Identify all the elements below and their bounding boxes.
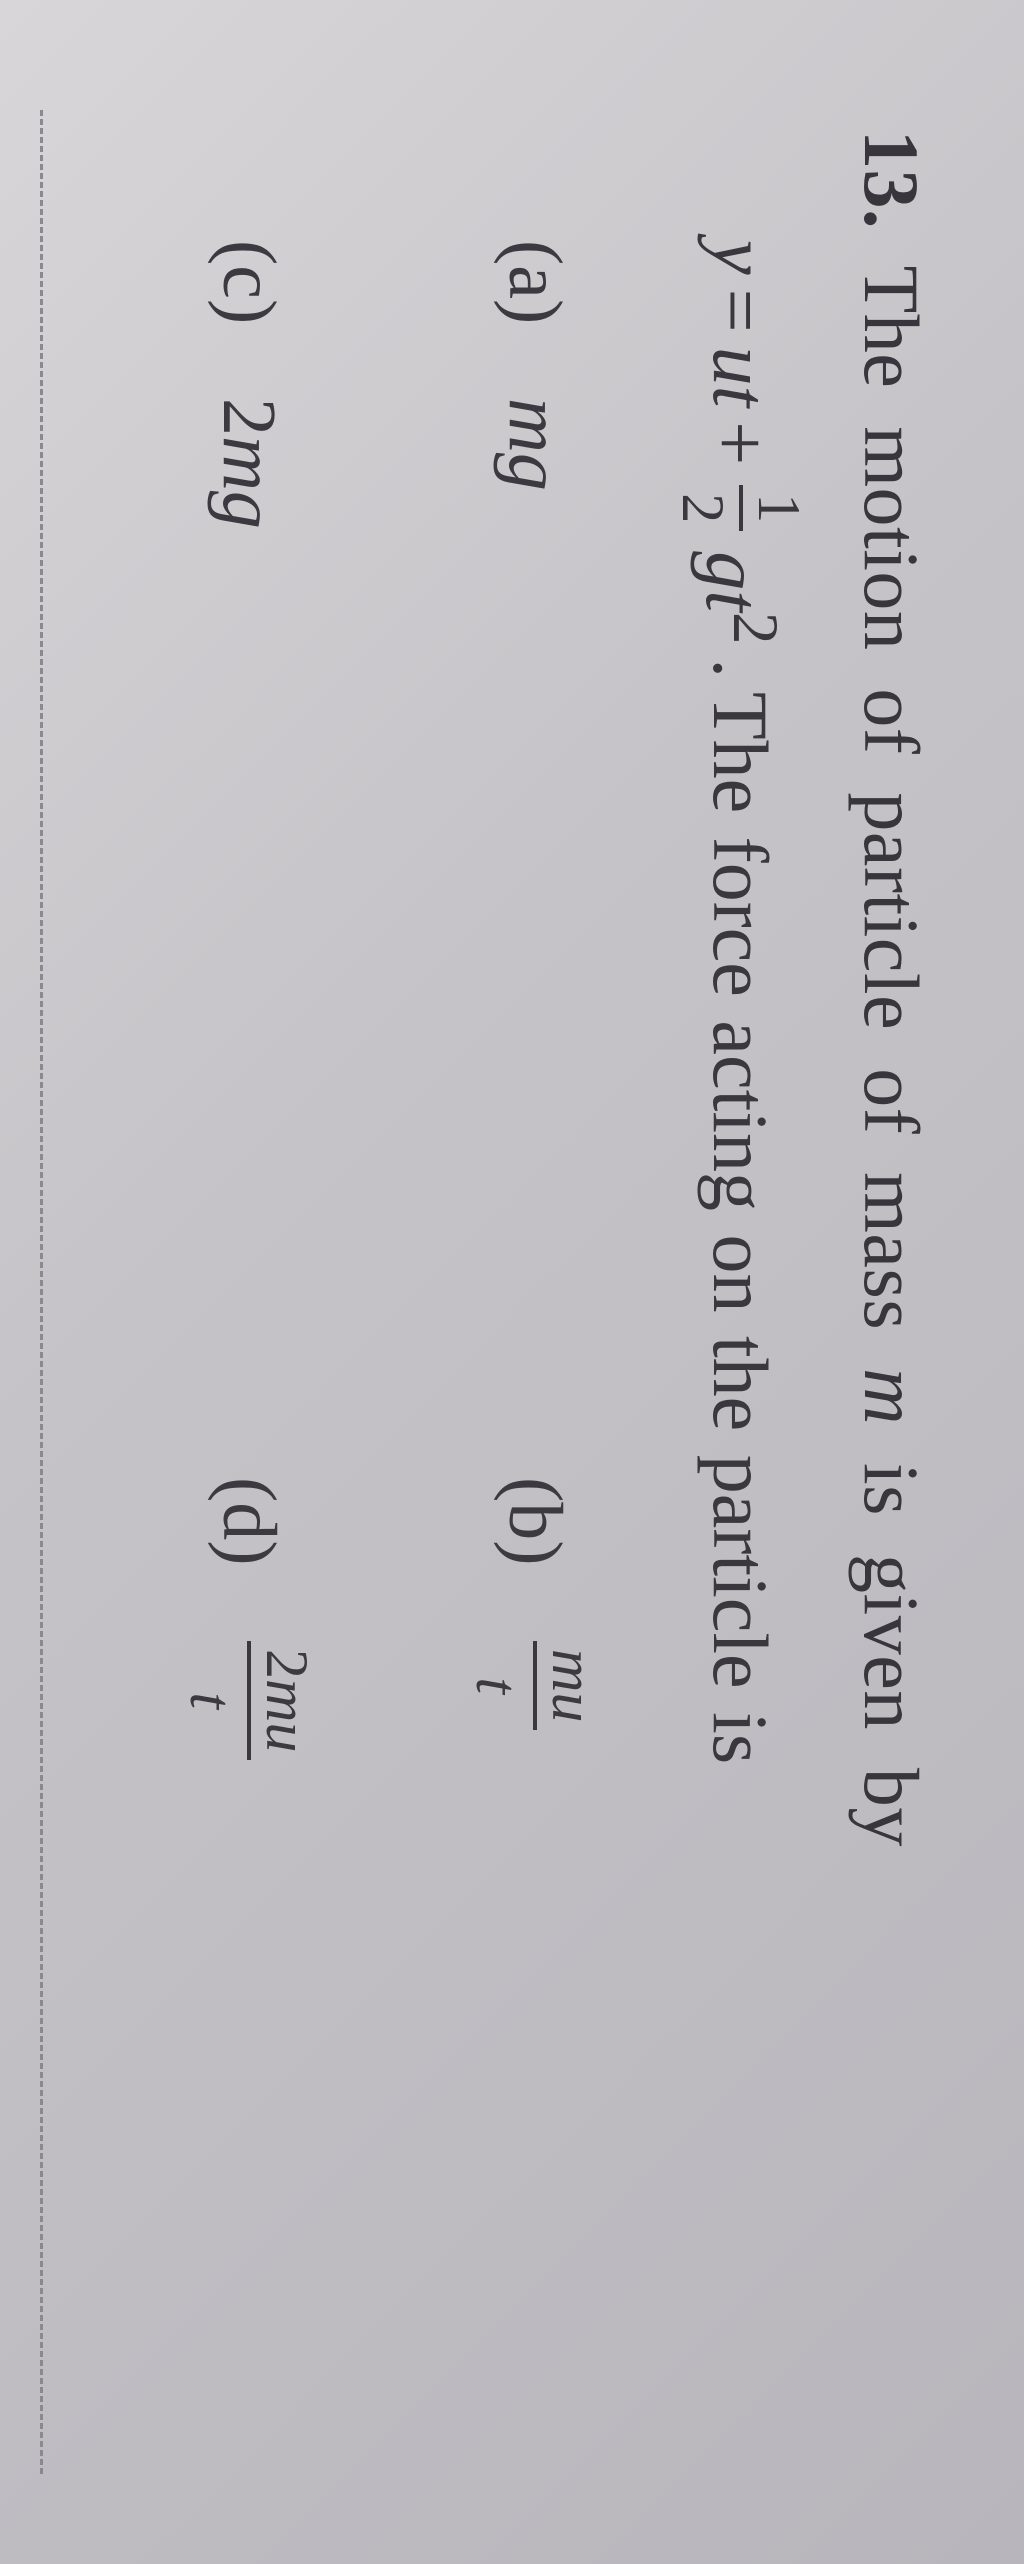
eq-lhs: y bbox=[694, 240, 788, 275]
option-a: (a) mg bbox=[467, 240, 603, 1217]
option-b-label: (b) bbox=[491, 1477, 578, 1597]
eq-fraction-half: 1 2 bbox=[673, 485, 809, 531]
option-d-num: 2mu bbox=[247, 1641, 317, 1760]
eq-gt2: gt2 bbox=[687, 551, 795, 644]
option-b-value: mu t bbox=[467, 1635, 603, 1736]
option-d-num-text: mu bbox=[254, 1679, 320, 1752]
option-d-num-prefix: 2 bbox=[254, 1649, 320, 1679]
option-d-fraction: 2mu t bbox=[181, 1641, 317, 1760]
eq-frac-den: 2 bbox=[673, 485, 739, 531]
option-c: (c) 2mg bbox=[181, 240, 317, 1217]
page-dashed-rule bbox=[40, 110, 43, 2474]
option-d: (d) 2mu t bbox=[181, 1477, 317, 2454]
option-c-value: 2mg bbox=[205, 398, 292, 529]
q-line1-prefix: The motion of particle of mass bbox=[848, 266, 935, 1369]
option-d-label: (d) bbox=[205, 1477, 292, 1597]
option-c-label: (c) bbox=[205, 240, 292, 360]
eq-t: t bbox=[691, 590, 778, 612]
eq-g: g bbox=[691, 551, 778, 590]
option-c-text: mg bbox=[205, 436, 292, 529]
eq-plus: + bbox=[694, 421, 788, 465]
eq-frac-num: 1 bbox=[739, 485, 809, 531]
eq-equals: = bbox=[694, 289, 788, 333]
option-a-label: (a) bbox=[491, 240, 578, 360]
equation-line: y = ut + 1 2 gt2 . The force acting on t… bbox=[673, 240, 809, 2454]
option-b-fraction: mu t bbox=[467, 1641, 603, 1730]
question-line-1: 13. The motion of particle of mass m is … bbox=[839, 130, 944, 2454]
q-line1-suffix: is given by bbox=[848, 1425, 935, 1847]
eq-exp: 2 bbox=[720, 612, 792, 645]
options-grid: (a) mg (b) mu t (c) 2mg (d) 2mu t bbox=[181, 240, 603, 2454]
option-a-value: mg bbox=[491, 398, 578, 491]
page-rotated-content: 13. The motion of particle of mass m is … bbox=[0, 0, 1024, 2564]
option-d-den: t bbox=[181, 1684, 247, 1717]
option-b-num: mu bbox=[533, 1641, 603, 1730]
option-b: (b) mu t bbox=[467, 1477, 603, 2454]
eq-ut: ut bbox=[694, 347, 788, 408]
q-var-m: m bbox=[848, 1368, 935, 1425]
option-d-value: 2mu t bbox=[181, 1635, 317, 1766]
option-c-prefix: 2 bbox=[205, 398, 292, 436]
eq-period: . bbox=[694, 658, 788, 678]
q-line2-tail: The force acting on the particle is bbox=[694, 692, 788, 1764]
question-number: 13. bbox=[848, 130, 935, 229]
option-b-den: t bbox=[467, 1669, 533, 1702]
